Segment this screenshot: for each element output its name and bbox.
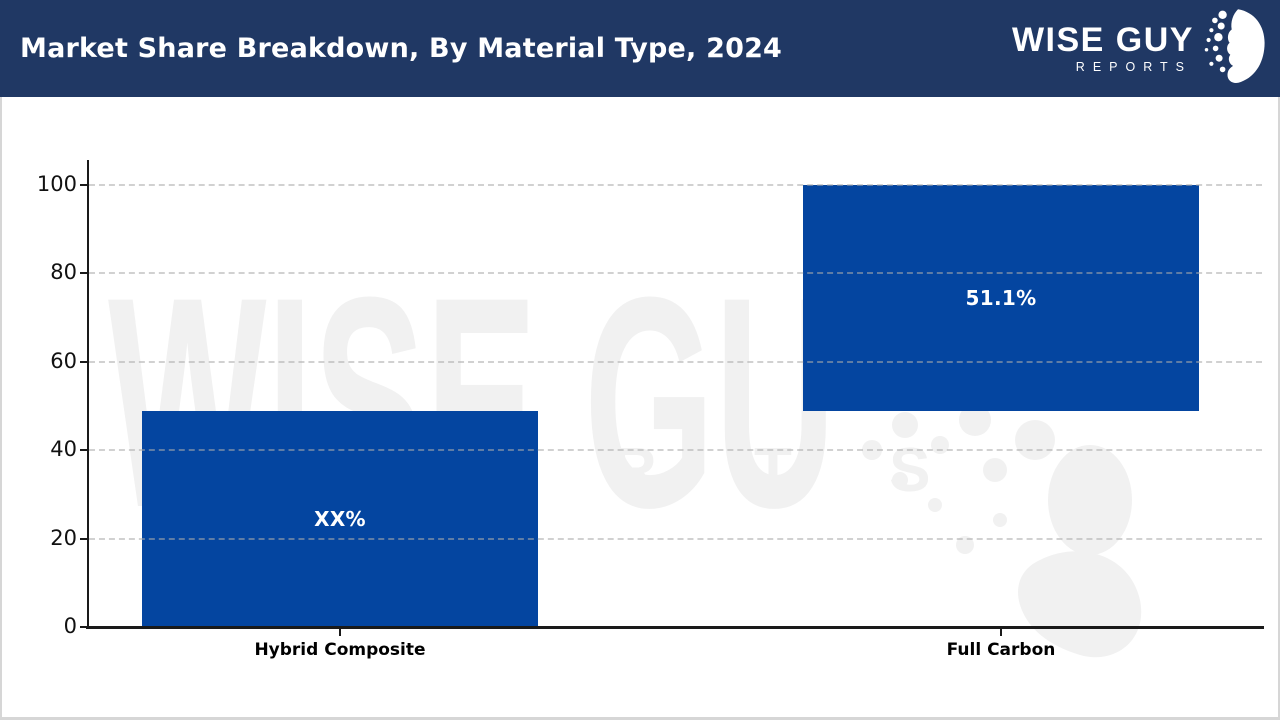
- page-border-left: [0, 97, 2, 720]
- y-tick-label: 100: [36, 172, 77, 196]
- page-border-bottom: [0, 717, 1280, 720]
- bar-value-label: 51.1%: [965, 285, 1037, 310]
- bar-value-label: XX%: [314, 506, 366, 531]
- page-border-right: [1278, 97, 1280, 720]
- y-tick-label: 0: [63, 614, 77, 638]
- y-tick-mark: [80, 537, 88, 540]
- header-bar: Market Share Breakdown, By Material Type…: [0, 0, 1280, 97]
- brand-subname: REPORTS: [1075, 60, 1192, 74]
- y-tick-label: 80: [50, 260, 77, 285]
- gridline: [89, 184, 1262, 186]
- y-tick-label: 60: [50, 348, 77, 373]
- y-tick-label: 40: [50, 437, 77, 462]
- x-tick-mark: [1000, 629, 1002, 636]
- bar-hybrid-composite: XX%: [142, 410, 538, 627]
- bar-full-carbon: 51.1%: [803, 185, 1199, 411]
- page-title: Market Share Breakdown, By Material Type…: [20, 33, 783, 64]
- face-profile-icon: [1196, 7, 1266, 91]
- brand-logo-text: WISE GUY REPORTS: [1012, 23, 1194, 74]
- x-axis-line: [86, 626, 1264, 629]
- y-tick-mark: [80, 360, 88, 363]
- y-tick-mark: [80, 449, 88, 452]
- gridline: [89, 272, 1262, 275]
- brand-name: WISE GUY: [1011, 21, 1194, 59]
- y-axis-line: [87, 160, 89, 628]
- gridline: [89, 537, 1262, 540]
- x-category-label: Full Carbon: [946, 640, 1056, 660]
- gridline: [89, 360, 1262, 363]
- x-tick-mark: [339, 629, 341, 636]
- gridline: [89, 449, 1262, 452]
- y-tick-mark: [80, 626, 88, 628]
- brand-logo: WISE GUY REPORTS: [1012, 7, 1280, 91]
- x-category-label: Hybrid Composite: [254, 640, 426, 660]
- y-tick-label: 20: [50, 525, 77, 550]
- y-tick-mark: [80, 184, 88, 186]
- y-tick-mark: [80, 272, 88, 275]
